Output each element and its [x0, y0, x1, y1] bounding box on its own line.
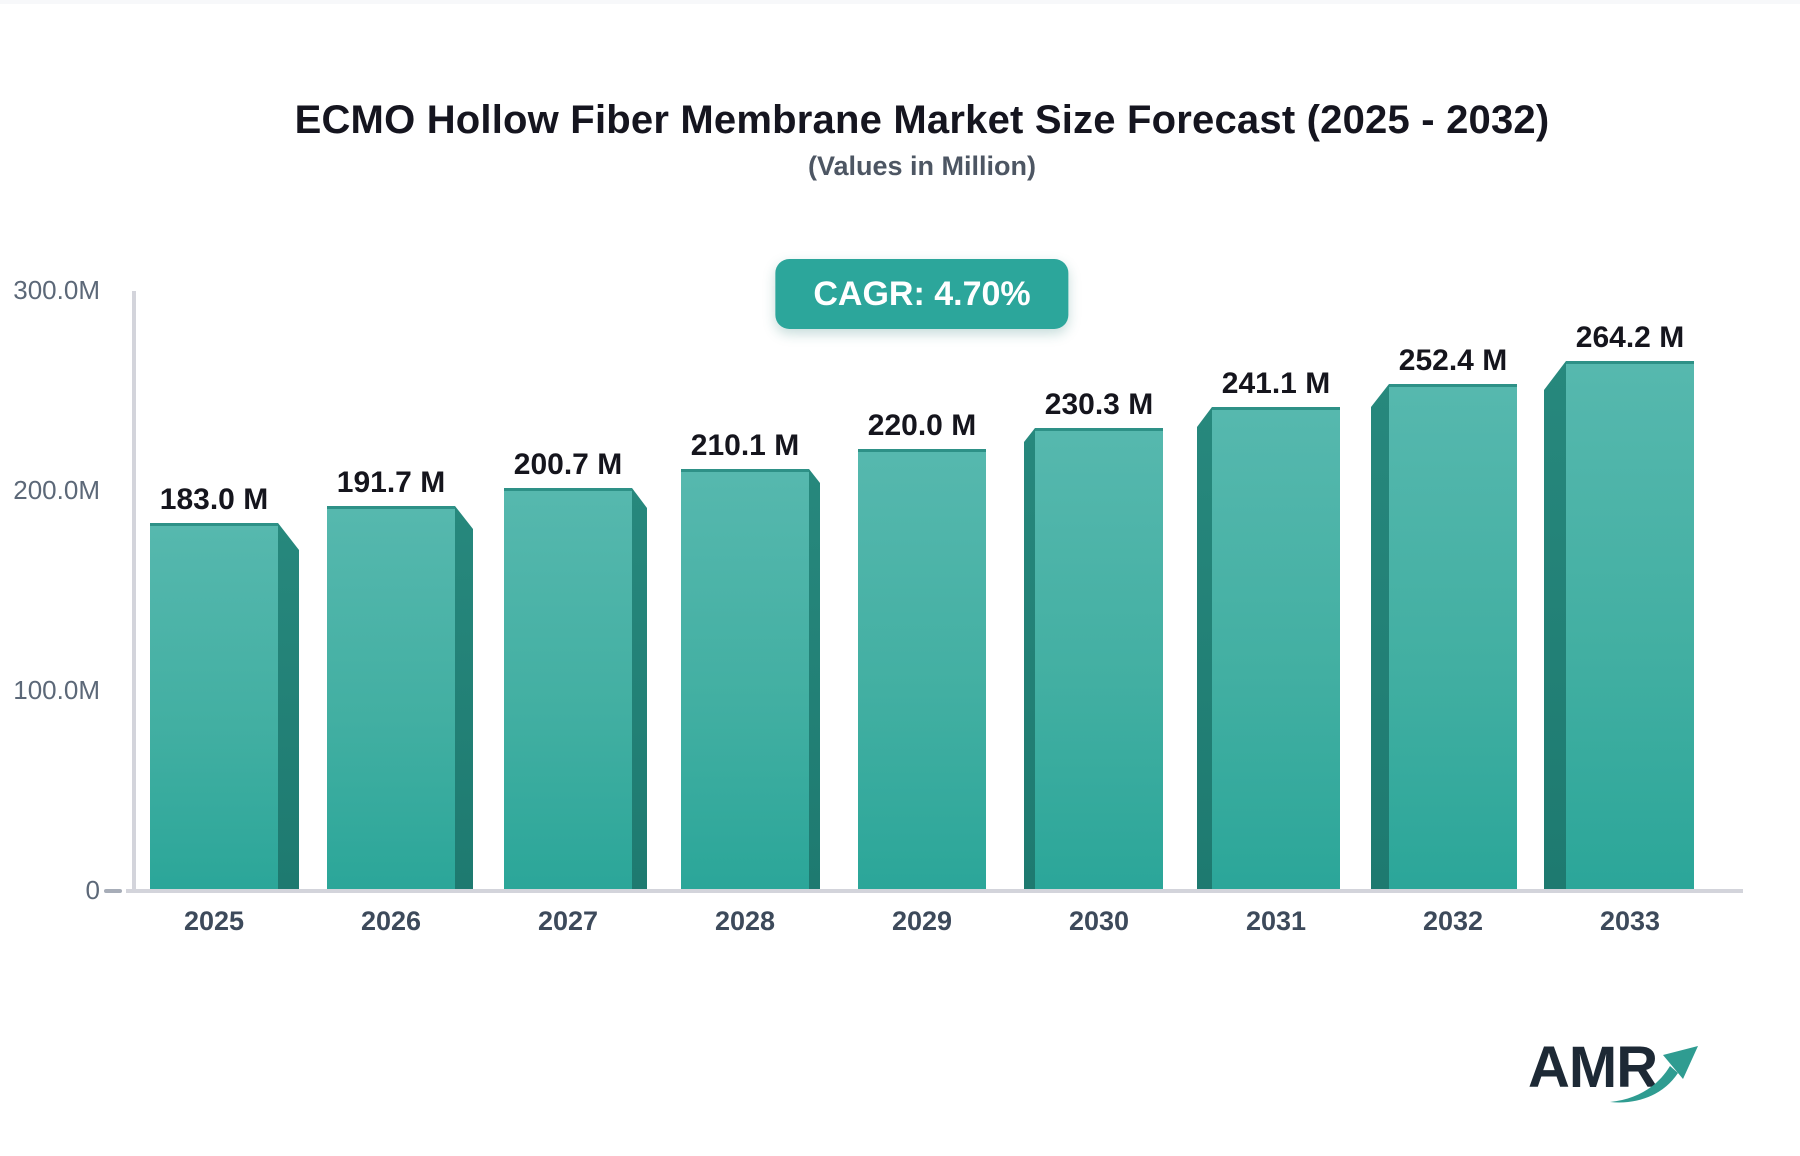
bar-value-label: 200.7 M [513, 448, 623, 481]
bar-value-label: 220.0 M [867, 409, 977, 442]
bar-face [1389, 384, 1517, 889]
bar-side-face [1024, 428, 1035, 889]
amr-logo: AMR [1528, 1034, 1718, 1124]
x-tick-label: 2031 [1245, 906, 1307, 936]
cagr-badge: CAGR: 4.70% [775, 259, 1069, 329]
y-axis-line [132, 291, 136, 893]
bar-face [1212, 407, 1340, 889]
x-tick-label: 2027 [537, 906, 599, 936]
bar-value-label: 210.1 M [690, 429, 800, 462]
bar-value-label: 230.3 M [1044, 388, 1154, 421]
x-tick-label: 2030 [1068, 906, 1130, 936]
bar-side-face [1197, 407, 1212, 889]
zero-tick-mark [104, 889, 122, 893]
y-tick-label: 200.0M [13, 475, 100, 505]
chart-subtitle: (Values in Million) [807, 151, 1037, 181]
bar-face [1035, 428, 1163, 889]
y-tick-label: 300.0M [13, 275, 100, 305]
x-tick-label: 2029 [891, 906, 953, 936]
y-tick-label: 100.0M [13, 675, 100, 705]
bar-side-face [455, 506, 473, 889]
bar-value-label: 241.1 M [1221, 367, 1331, 400]
bar-value-label: 183.0 M [159, 483, 269, 516]
chart-title: ECMO Hollow Fiber Membrane Market Size F… [294, 98, 1550, 142]
bar-side-face [632, 488, 647, 889]
bar-face [1566, 361, 1694, 889]
x-tick-label: 2032 [1422, 906, 1484, 936]
x-tick-label: 2028 [714, 906, 776, 936]
x-tick-label: 2025 [183, 906, 245, 936]
bar-side-face [809, 469, 820, 889]
bar-side-face [278, 523, 299, 889]
x-tick-label: 2026 [360, 906, 422, 936]
bar-side-face [1371, 384, 1389, 889]
bar-value-label: 191.7 M [336, 466, 446, 499]
bar-face [858, 449, 986, 889]
trend-up-arrow-icon [1610, 1046, 1698, 1103]
amr-logo-text: AMR [1528, 1035, 1658, 1100]
bar-value-label: 252.4 M [1398, 344, 1508, 377]
x-tick-label: 2033 [1599, 906, 1661, 936]
bar-side-face [1544, 361, 1566, 889]
y-tick-label: 0 [85, 875, 100, 905]
bar-face [681, 469, 809, 889]
bar-face [504, 488, 632, 889]
x-axis-line [126, 889, 1743, 893]
bar-face [327, 506, 455, 889]
bar-face [150, 523, 278, 889]
bar-value-label: 264.2 M [1575, 321, 1685, 354]
